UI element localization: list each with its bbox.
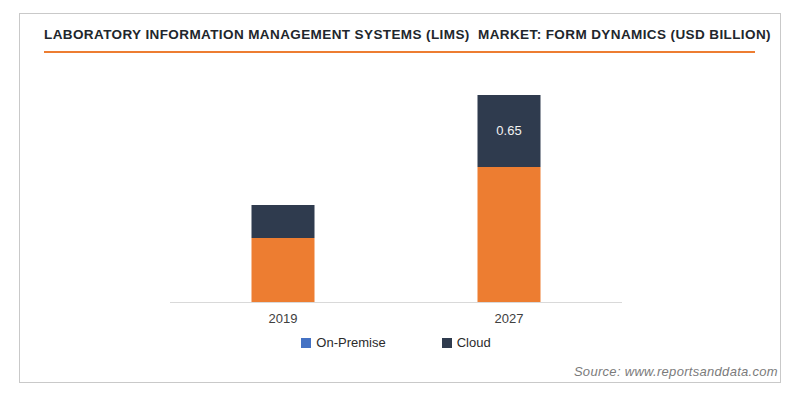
on-premise-legend-swatch-icon [301, 338, 311, 348]
legend: On-Premise Cloud [170, 335, 622, 350]
chart-title: LABORATORY INFORMATION MANAGEMENT SYSTEM… [44, 27, 771, 42]
legend-label-on-premise: On-Premise [316, 335, 385, 350]
source-credit: Source: www.reportsanddata.com [574, 364, 778, 379]
bar-stack-2027: 0.65 [478, 95, 541, 302]
bar-segment-cloud-2019 [252, 205, 315, 238]
legend-label-cloud: Cloud [457, 335, 491, 350]
x-axis-label-2027: 2027 [495, 311, 524, 326]
bar-segment-on-premise-2027 [478, 167, 541, 302]
bar-stack-2019 [252, 205, 315, 302]
title-underline [44, 51, 755, 53]
legend-item-on-premise: On-Premise [301, 335, 385, 350]
x-axis-label-2019: 2019 [269, 311, 298, 326]
cloud-legend-swatch-icon [442, 338, 452, 348]
x-axis-labels: 2019 2027 [170, 311, 622, 327]
plot-area: 0.65 [170, 85, 622, 303]
legend-item-cloud: Cloud [442, 335, 491, 350]
bar-value-label: 0.65 [496, 123, 521, 138]
bar-segment-on-premise-2019 [252, 238, 315, 302]
bar-segment-cloud-2027: 0.65 [478, 95, 541, 167]
